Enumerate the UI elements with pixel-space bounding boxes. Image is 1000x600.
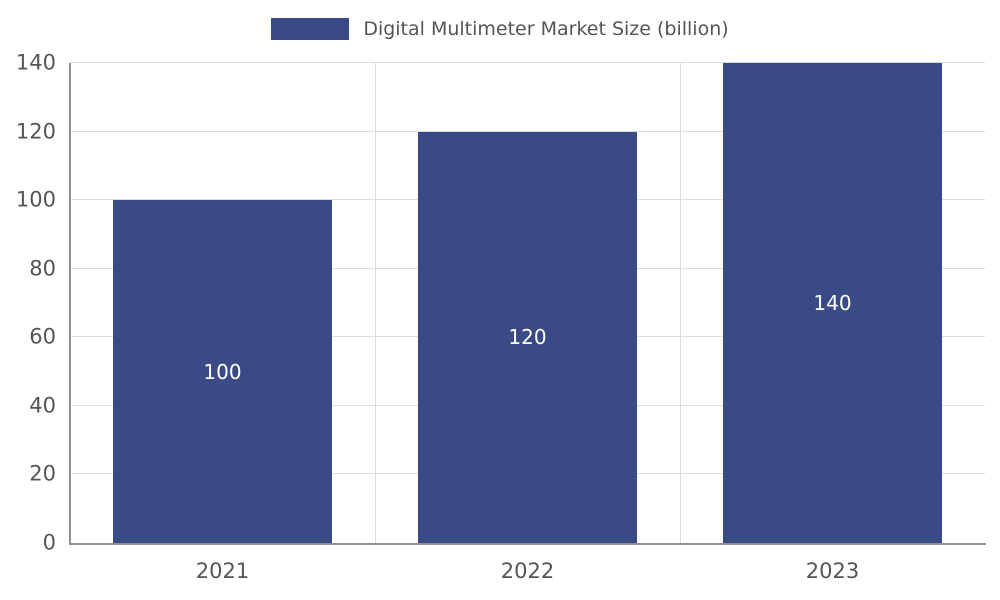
x-tick-label: 2023 bbox=[805, 559, 860, 583]
bar-value-label: 100 bbox=[203, 359, 242, 384]
gridline-vertical bbox=[374, 63, 376, 543]
legend: Digital Multimeter Market Size (billion) bbox=[0, 18, 1000, 40]
gridline-horizontal bbox=[70, 62, 985, 63]
y-axis-line bbox=[69, 63, 71, 543]
x-axis-line bbox=[69, 543, 986, 545]
plot-area: 100 120 140 bbox=[69, 62, 986, 545]
legend-label: Digital Multimeter Market Size (billion) bbox=[363, 18, 729, 40]
y-tick-label: 40 bbox=[29, 393, 56, 418]
y-tick-label: 80 bbox=[29, 256, 56, 281]
bar: 140 bbox=[722, 63, 943, 543]
y-tick-label: 140 bbox=[15, 50, 56, 75]
bar: 120 bbox=[417, 131, 638, 543]
gridline-horizontal bbox=[70, 130, 985, 132]
gridline-vertical bbox=[679, 63, 681, 543]
legend-swatch bbox=[271, 18, 350, 40]
x-tick-label: 2022 bbox=[500, 559, 555, 583]
bar-value-label: 140 bbox=[813, 291, 852, 315]
y-tick-label: 100 bbox=[15, 187, 56, 212]
y-tick-label: 0 bbox=[42, 530, 56, 555]
y-tick-label: 120 bbox=[15, 119, 56, 144]
bar-value-label: 120 bbox=[508, 325, 547, 350]
x-tick-label: 2021 bbox=[195, 559, 250, 583]
bar: 100 bbox=[112, 200, 333, 543]
y-tick-label: 20 bbox=[29, 461, 56, 486]
y-tick-label: 60 bbox=[29, 324, 56, 349]
